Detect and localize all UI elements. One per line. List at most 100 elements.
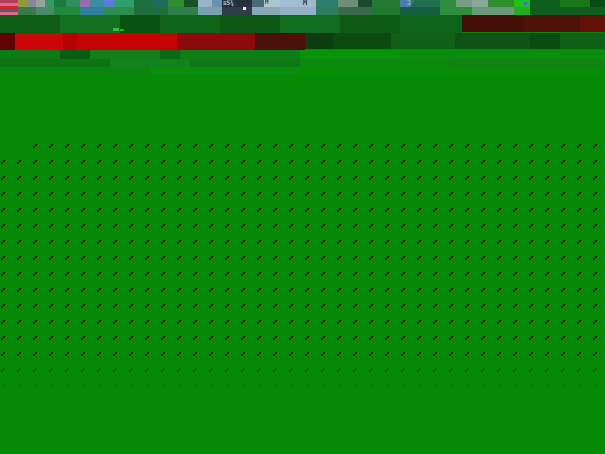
field-dash <box>49 304 53 308</box>
field-dash <box>193 384 197 388</box>
field-dash <box>177 288 181 292</box>
field-dash <box>433 384 437 388</box>
field-dash <box>545 304 549 308</box>
glitch-block <box>305 33 333 49</box>
field-dash <box>545 224 549 228</box>
field-dash <box>33 240 37 244</box>
field-dash <box>465 224 469 228</box>
glitch-block <box>530 33 560 49</box>
field-dash <box>449 320 453 324</box>
field-dash <box>273 384 277 388</box>
field-dash <box>161 384 165 388</box>
field-dash <box>129 256 133 260</box>
field-dash <box>81 176 85 180</box>
field-dash <box>193 176 197 180</box>
glitch-block <box>177 33 255 50</box>
field-dash <box>449 336 453 340</box>
field-dash <box>17 160 21 164</box>
glitch-block <box>0 12 18 15</box>
field-dash <box>17 352 21 356</box>
field-dash <box>497 352 501 356</box>
field-dash <box>65 256 69 260</box>
glitch-block <box>66 0 80 7</box>
field-dash <box>545 144 549 148</box>
glitch-block <box>524 15 580 32</box>
field-dash <box>593 192 597 196</box>
field-dash <box>17 256 21 260</box>
field-dash <box>481 192 485 196</box>
field-dash <box>369 144 373 148</box>
field-dash <box>49 272 53 276</box>
field-dash <box>433 176 437 180</box>
field-dash <box>81 144 85 148</box>
field-dash <box>401 336 405 340</box>
field-dash <box>481 304 485 308</box>
field-dash <box>545 160 549 164</box>
glitch-block <box>45 0 54 7</box>
field-dash <box>465 336 469 340</box>
field-dash <box>145 272 149 276</box>
glitch-block <box>400 15 462 33</box>
field-dash <box>289 288 293 292</box>
field-dash <box>545 288 549 292</box>
field-dash <box>257 352 261 356</box>
field-dash <box>529 336 533 340</box>
glitch-block <box>80 0 90 7</box>
field-dash <box>385 336 389 340</box>
field-dash <box>305 160 309 164</box>
glitch-block <box>300 59 450 67</box>
glitch-block <box>280 7 316 15</box>
field-dash <box>193 304 197 308</box>
glitch-block <box>340 15 400 33</box>
field-dash <box>353 304 357 308</box>
field-dash <box>433 304 437 308</box>
field-dash <box>577 208 581 212</box>
field-dash <box>385 160 389 164</box>
field-dash <box>177 144 181 148</box>
field-dash <box>97 304 101 308</box>
field-dash <box>305 208 309 212</box>
field-dash <box>305 144 309 148</box>
glitch-block <box>54 7 80 15</box>
glitch-block <box>160 15 220 33</box>
field-dash <box>385 352 389 356</box>
field-dash <box>193 144 197 148</box>
field-dash <box>145 176 149 180</box>
field-dash <box>305 224 309 228</box>
field-dash <box>273 256 277 260</box>
field-dash <box>497 304 501 308</box>
field-dash <box>593 272 597 276</box>
field-dash <box>481 208 485 212</box>
field-dash <box>593 384 597 388</box>
glitch-block <box>455 33 530 49</box>
field-dash <box>1 240 5 244</box>
field-dash <box>529 144 533 148</box>
field-dash <box>65 352 69 356</box>
field-dash <box>33 304 37 308</box>
glitch-glyph: M <box>265 0 269 6</box>
field-dash <box>257 176 261 180</box>
glitch-block <box>0 33 15 50</box>
field-dash <box>225 272 229 276</box>
field-dash <box>513 304 517 308</box>
glitch-block <box>462 15 524 32</box>
field-dash <box>209 304 213 308</box>
glitch-block <box>113 28 119 31</box>
field-dash <box>161 320 165 324</box>
field-dash <box>337 256 341 260</box>
field-dash <box>561 288 565 292</box>
field-dash <box>1 384 5 388</box>
field-dash <box>337 176 341 180</box>
field-dash <box>257 240 261 244</box>
field-dash <box>433 368 437 372</box>
field-dash <box>289 272 293 276</box>
field-dash <box>449 384 453 388</box>
field-dash <box>369 368 373 372</box>
field-dash <box>513 384 517 388</box>
field-dash <box>241 176 245 180</box>
glitch-block <box>280 15 340 33</box>
field-dash <box>129 288 133 292</box>
field-dash <box>401 240 405 244</box>
field-dash <box>385 208 389 212</box>
